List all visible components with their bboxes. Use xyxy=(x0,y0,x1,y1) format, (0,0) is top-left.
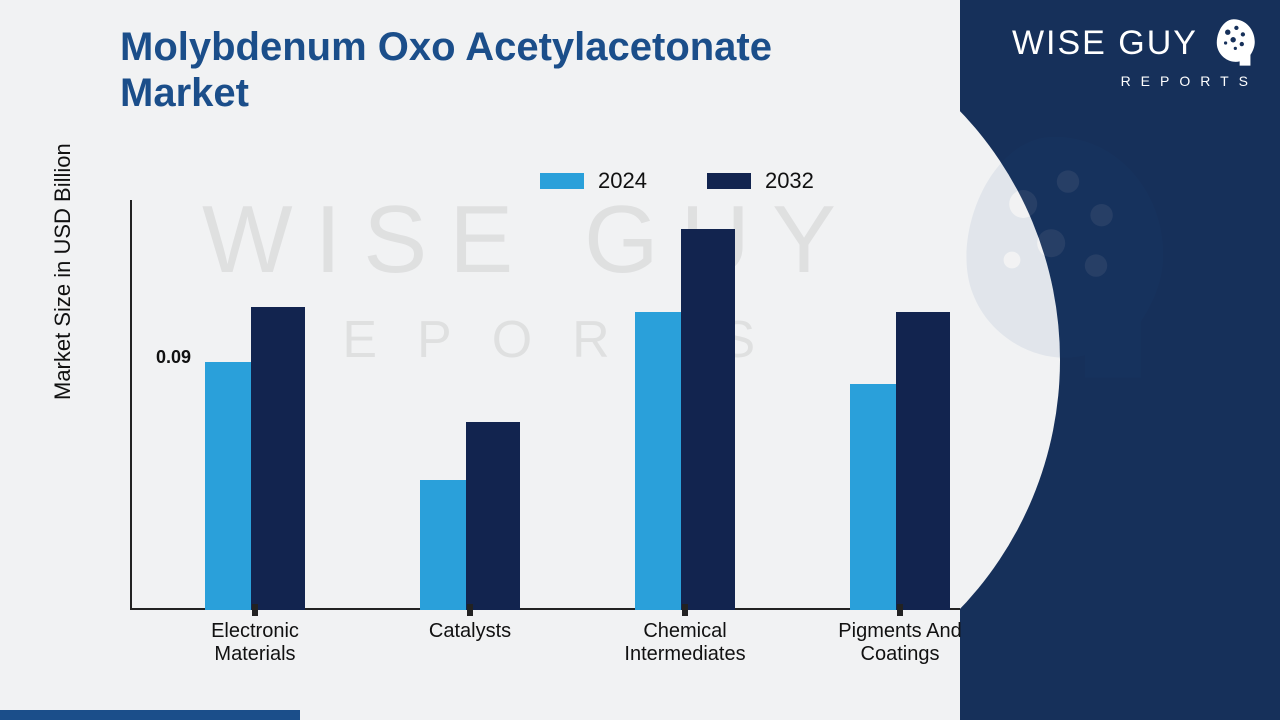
legend-label: 2024 xyxy=(598,168,647,194)
legend-swatch xyxy=(707,173,751,189)
bar xyxy=(896,312,950,610)
footer-accent-bar xyxy=(0,710,300,720)
y-axis-line xyxy=(130,200,132,610)
y-axis-label: Market Size in USD Billion xyxy=(50,143,76,400)
bar xyxy=(681,229,735,610)
category-label: Chemical Intermediates xyxy=(600,620,770,666)
brand-logo: WISE GUY REPORTS xyxy=(1012,16,1258,88)
plot-area: Electronic Materials0.09 Catalysts Chemica… xyxy=(130,210,960,610)
bar xyxy=(251,307,305,610)
x-tick xyxy=(897,604,903,616)
legend-swatch xyxy=(540,173,584,189)
legend-item: 2024 xyxy=(540,168,647,194)
legend-item: 2032 xyxy=(707,168,814,194)
x-tick xyxy=(252,604,258,616)
category-label: Electronic Materials xyxy=(170,620,340,666)
bar-group: Catalysts xyxy=(385,422,555,610)
bar xyxy=(466,422,520,610)
brand-head-icon xyxy=(1204,16,1258,70)
brand-line2: REPORTS xyxy=(1012,74,1258,88)
bar-group: Pigments And Coatings xyxy=(815,312,985,610)
chart-canvas: WISE GUY REPORTS Molybdenum Oxo Acetylac… xyxy=(0,0,1280,720)
legend: 2024 2032 xyxy=(540,168,814,194)
chart-title: Molybdenum Oxo Acetylacetonate Market xyxy=(120,24,840,116)
category-label: Pigments And Coatings xyxy=(815,620,985,666)
x-tick xyxy=(467,604,473,616)
bar-value-label: 0.09 xyxy=(156,347,191,368)
legend-label: 2032 xyxy=(765,168,814,194)
x-tick xyxy=(682,604,688,616)
bar-group: Electronic Materials xyxy=(170,307,340,610)
brand-line1: WISE GUY xyxy=(1012,26,1198,60)
bar-group: Chemical Intermediates xyxy=(600,229,770,610)
category-label: Catalysts xyxy=(385,620,555,643)
